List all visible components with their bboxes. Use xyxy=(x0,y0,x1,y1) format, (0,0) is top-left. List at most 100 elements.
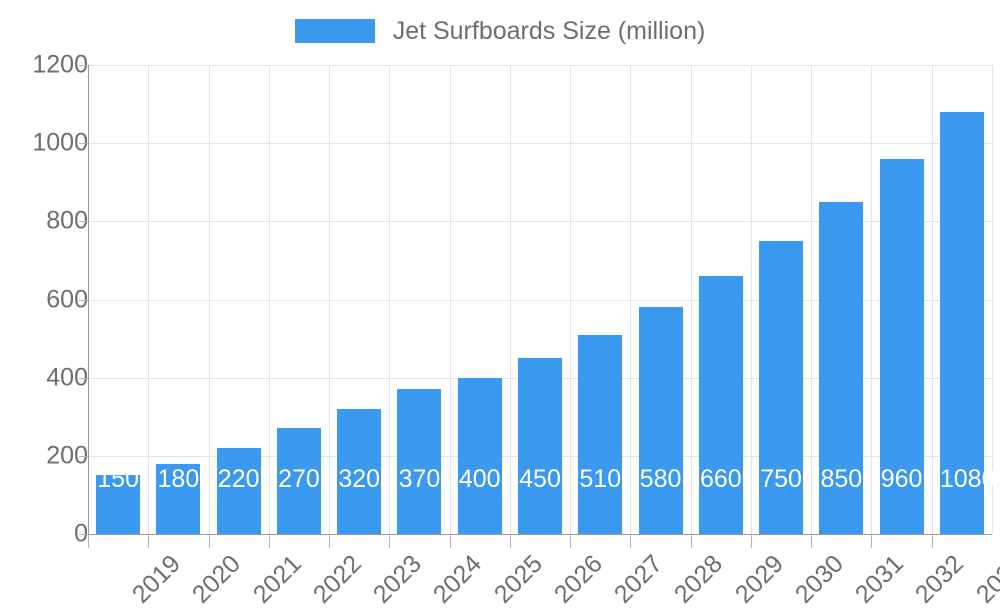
gridline-vertical xyxy=(871,65,872,534)
x-axis-tick-mark xyxy=(630,535,631,548)
gridline-horizontal xyxy=(88,143,992,145)
gridline-vertical xyxy=(751,65,752,534)
gridline-vertical xyxy=(450,65,451,534)
bar-value-label: 850 xyxy=(820,465,863,493)
x-axis-tick-mark xyxy=(871,535,872,548)
y-axis-tick-label: 400 xyxy=(46,363,88,392)
gridline-vertical xyxy=(932,65,933,534)
gridline-horizontal xyxy=(88,221,992,223)
bar-value-label: 270 xyxy=(278,465,320,493)
y-axis-tick-label: 800 xyxy=(46,206,88,235)
y-axis-tick-label: 600 xyxy=(46,285,88,313)
x-axis-tick-mark xyxy=(691,535,692,548)
y-axis-tick-label: 0 xyxy=(74,519,88,548)
legend-label[interactable]: Jet Surfboards Size (million) xyxy=(392,16,706,45)
x-axis-tick-label: 2023 xyxy=(367,549,428,609)
bar-value-label: 150 xyxy=(97,465,139,493)
x-axis-tick-mark xyxy=(88,535,89,548)
bar[interactable]: 270 xyxy=(276,428,321,534)
bar[interactable]: 150 xyxy=(96,467,141,534)
x-axis-tick-label: 2029 xyxy=(729,549,790,609)
y-axis-ticks: 0 200 400 600 800 1000 1200 xyxy=(0,0,88,600)
bar-value-label: 660 xyxy=(699,465,742,493)
bar[interactable]: 400 xyxy=(457,377,502,534)
x-axis-tick-mark xyxy=(570,535,571,548)
x-axis-tick-label: 2030 xyxy=(789,549,850,609)
gridline-vertical xyxy=(389,65,390,534)
bar[interactable]: 320 xyxy=(337,408,382,534)
x-axis-tick-mark xyxy=(209,535,210,548)
gridline-vertical xyxy=(209,65,210,534)
x-axis-tick-mark xyxy=(932,535,933,548)
bar[interactable]: 1080 xyxy=(939,111,996,534)
bar[interactable]: 750 xyxy=(759,240,804,534)
bar[interactable]: 660 xyxy=(698,276,743,534)
y-axis-tick-mark xyxy=(79,143,88,145)
y-axis-line xyxy=(88,65,89,535)
x-axis-tick-mark xyxy=(751,535,752,548)
x-axis-tick-mark xyxy=(389,535,390,548)
gridline-vertical xyxy=(269,65,270,534)
y-axis-tick-label: 1200 xyxy=(32,50,88,79)
x-axis-tick-label: 2027 xyxy=(608,549,669,609)
x-axis-tick-label: 2033 xyxy=(970,549,1000,609)
y-axis-tick-mark xyxy=(79,455,88,457)
x-axis-tick-mark xyxy=(148,535,149,548)
legend-color-swatch-icon[interactable] xyxy=(294,19,375,43)
bar-value-label: 370 xyxy=(398,465,441,493)
y-axis-tick-mark xyxy=(79,377,88,379)
bar-value-label: 320 xyxy=(338,465,381,493)
x-axis-line xyxy=(88,534,992,535)
x-axis-tick-label: 2028 xyxy=(668,549,729,609)
y-axis-tick-label: 200 xyxy=(46,441,88,470)
x-axis-tick-label: 2022 xyxy=(307,549,368,609)
gridline-vertical xyxy=(811,65,812,534)
gridline-vertical xyxy=(510,65,511,534)
gridline-vertical xyxy=(691,65,692,534)
x-axis-tick-label: 2020 xyxy=(186,549,247,609)
x-axis-tick-mark xyxy=(510,535,511,548)
bar[interactable]: 220 xyxy=(216,448,261,534)
bar[interactable]: 850 xyxy=(819,201,864,534)
bar[interactable]: 180 xyxy=(156,463,201,534)
x-axis-tick-mark xyxy=(269,535,270,548)
bar[interactable]: 370 xyxy=(397,389,442,534)
plot-area: 150 180 220 270 320 370 400 450 510 580 660 750 850 9… xyxy=(88,65,996,535)
gridline-vertical xyxy=(329,65,330,534)
chart-legend: Jet Surfboards Size (million) xyxy=(0,10,1000,52)
x-axis-tick-label: 2019 xyxy=(126,549,187,609)
bar[interactable]: 960 xyxy=(879,158,924,534)
gridline-horizontal xyxy=(88,65,992,66)
bar[interactable]: 450 xyxy=(518,358,562,534)
bar-value-label: 510 xyxy=(579,465,622,493)
bar-value-label: 960 xyxy=(880,465,923,493)
x-axis-tick-label: 2025 xyxy=(488,549,549,609)
bar-value-label: 580 xyxy=(639,465,682,493)
gridline-vertical xyxy=(992,65,993,534)
bar-value-label: 220 xyxy=(217,465,260,493)
bar-value-label: 180 xyxy=(157,465,200,493)
gridline-vertical xyxy=(570,65,571,534)
gridline-horizontal xyxy=(88,299,992,301)
x-axis-tick-label: 2024 xyxy=(427,549,488,609)
bar[interactable]: 510 xyxy=(578,334,623,534)
y-axis-tick-mark xyxy=(79,221,88,223)
x-axis-tick-mark xyxy=(811,535,812,548)
y-axis-tick-mark xyxy=(79,534,88,535)
gridline-vertical xyxy=(630,65,631,534)
bar-value-label: 400 xyxy=(458,465,501,493)
x-axis-tick-label: 2032 xyxy=(909,549,970,609)
bar-value-label: 1080 xyxy=(939,465,996,493)
x-axis-tick-label: 2031 xyxy=(849,549,910,609)
y-axis-tick-mark xyxy=(79,65,88,66)
gridline-vertical xyxy=(148,65,149,534)
bar-value-label: 450 xyxy=(519,465,561,493)
x-axis-tick-label: 2021 xyxy=(247,549,308,609)
y-axis-tick-label: 1000 xyxy=(32,128,88,157)
bar[interactable]: 580 xyxy=(638,307,683,534)
bar-value-label: 750 xyxy=(760,465,802,493)
x-axis-tick-mark xyxy=(450,535,451,548)
x-axis-tick-mark xyxy=(329,535,330,548)
x-axis-tick-label: 2026 xyxy=(548,549,609,609)
